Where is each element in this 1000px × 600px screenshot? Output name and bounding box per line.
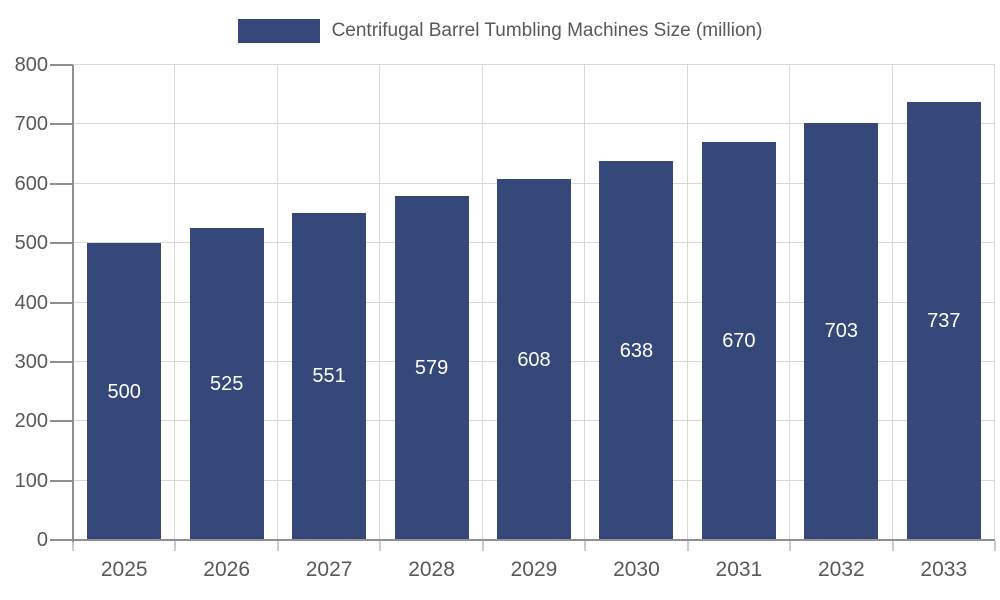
y-gridline <box>73 123 995 125</box>
x-axis-tick <box>994 541 996 551</box>
bar-value-label: 579 <box>414 357 449 380</box>
x-gridline <box>686 65 688 540</box>
y-gridline <box>73 64 995 65</box>
x-gridline <box>789 65 791 540</box>
x-gridline <box>481 65 483 540</box>
y-axis-tick <box>50 539 73 541</box>
x-axis-tick <box>481 541 484 551</box>
bar[interactable]: 579 <box>394 196 469 540</box>
x-gridline <box>584 65 586 540</box>
y-tick-label: 300 <box>14 350 48 373</box>
y-tick-label: 600 <box>14 172 48 195</box>
bar[interactable]: 608 <box>497 179 571 540</box>
x-tick-label: 2031 <box>715 558 763 581</box>
x-tick-label: 2030 <box>613 558 660 581</box>
x-axis-tick <box>789 541 792 551</box>
x-gridline <box>891 65 893 540</box>
bar[interactable]: 500 <box>87 243 162 540</box>
x-tick-label: 2032 <box>817 558 865 581</box>
bar-value-label: 551 <box>312 365 346 388</box>
x-tick-label: 2028 <box>408 558 455 581</box>
bar[interactable]: 670 <box>701 142 776 540</box>
y-tick-label: 200 <box>14 410 48 433</box>
x-axis-tick <box>584 541 587 551</box>
x-tick-label: 2026 <box>203 558 251 581</box>
bar-value-label: 670 <box>722 330 756 353</box>
x-gridline <box>174 65 176 540</box>
y-axis-line <box>72 65 74 542</box>
y-tick-label: 400 <box>14 291 48 314</box>
bar[interactable]: 525 <box>189 228 264 540</box>
chart-legend[interactable]: Centrifugal Barrel Tumbling Machines Siz… <box>0 17 1000 45</box>
y-tick-label: 700 <box>14 113 48 136</box>
y-axis-tick <box>50 123 73 126</box>
x-gridline <box>379 65 381 540</box>
bar[interactable]: 737 <box>906 102 981 540</box>
legend-swatch <box>237 19 320 43</box>
x-gridline <box>994 65 995 540</box>
y-axis-tick <box>50 360 73 363</box>
x-axis-tick <box>686 541 689 551</box>
x-axis-line <box>72 539 995 541</box>
y-tick-label: 100 <box>14 469 48 492</box>
bar-value-label: 737 <box>927 310 961 333</box>
x-axis-tick <box>174 541 177 551</box>
y-axis-tick <box>50 301 73 304</box>
bar[interactable]: 551 <box>292 212 367 540</box>
x-tick-label: 2033 <box>920 558 968 581</box>
y-axis-tick <box>50 64 73 66</box>
bar-value-label: 703 <box>824 320 859 343</box>
bar-value-label: 500 <box>107 380 141 403</box>
y-tick-label: 800 <box>14 54 48 76</box>
y-axis-tick <box>50 420 73 423</box>
y-axis-tick <box>50 182 73 185</box>
x-axis-tick <box>379 541 382 551</box>
x-tick-label: 2027 <box>305 558 353 581</box>
y-axis-tick <box>50 242 73 245</box>
x-axis-tick <box>72 541 74 551</box>
bar-value-label: 638 <box>619 339 654 362</box>
bar[interactable]: 703 <box>804 122 879 540</box>
x-tick-label: 2029 <box>510 558 558 581</box>
x-axis-tick <box>891 541 894 551</box>
y-axis-tick <box>50 479 73 482</box>
plot-area: 500 525 551 579 608 638 670 703 737 <box>73 64 995 540</box>
bar-value-label: 525 <box>209 373 244 396</box>
x-gridline <box>276 65 278 540</box>
y-tick-label: 500 <box>14 232 48 255</box>
bar[interactable]: 638 <box>599 161 674 540</box>
bar-value-label: 608 <box>517 348 551 371</box>
x-axis-tick <box>276 541 279 551</box>
y-tick-label: 0 <box>36 529 48 551</box>
x-tick-label: 2025 <box>100 558 148 581</box>
legend-label: Centrifugal Barrel Tumbling Machines Siz… <box>331 20 763 41</box>
